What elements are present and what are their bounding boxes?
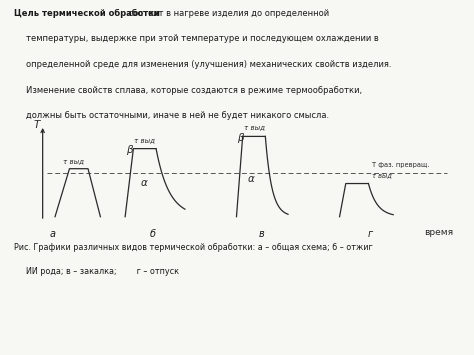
Text: в: в	[258, 229, 264, 239]
Text: α: α	[247, 174, 255, 184]
Text: состоит в нагреве изделия до определенной: состоит в нагреве изделия до определенно…	[126, 9, 329, 18]
Text: г: г	[367, 229, 373, 239]
Text: б: б	[149, 229, 155, 239]
Text: τ выд: τ выд	[134, 137, 155, 143]
Text: τ выд: τ выд	[372, 171, 392, 178]
Text: время: время	[424, 228, 453, 237]
Text: τ выд: τ выд	[63, 158, 84, 164]
Text: α: α	[140, 178, 147, 188]
Text: T: T	[33, 120, 40, 130]
Text: температуры, выдержке при этой температуре и последующем охлаждении в: температуры, выдержке при этой температу…	[26, 34, 379, 43]
Text: β: β	[237, 133, 244, 143]
Text: определенной среде для изменения (улучшения) механических свойств изделия.: определенной среде для изменения (улучше…	[26, 60, 392, 69]
Text: τ выд: τ выд	[244, 124, 264, 130]
Text: должны быть остаточными, иначе в ней не будет никакого смысла.: должны быть остаточными, иначе в ней не …	[26, 111, 329, 120]
Text: а: а	[50, 229, 56, 239]
Text: Цель термической обработки: Цель термической обработки	[14, 9, 160, 18]
Text: Рис. Графики различных видов термической обработки: а – общая схема; б – отжиг: Рис. Графики различных видов термической…	[14, 243, 373, 252]
Text: T фаз. превращ.: T фаз. превращ.	[372, 162, 429, 168]
Text: Изменение свойств сплава, которые создаются в режиме термообработки,: Изменение свойств сплава, которые создаю…	[26, 86, 362, 94]
Text: ИИ рода; в – закалка;        г – отпуск: ИИ рода; в – закалка; г – отпуск	[26, 267, 179, 276]
Text: β: β	[126, 145, 133, 155]
